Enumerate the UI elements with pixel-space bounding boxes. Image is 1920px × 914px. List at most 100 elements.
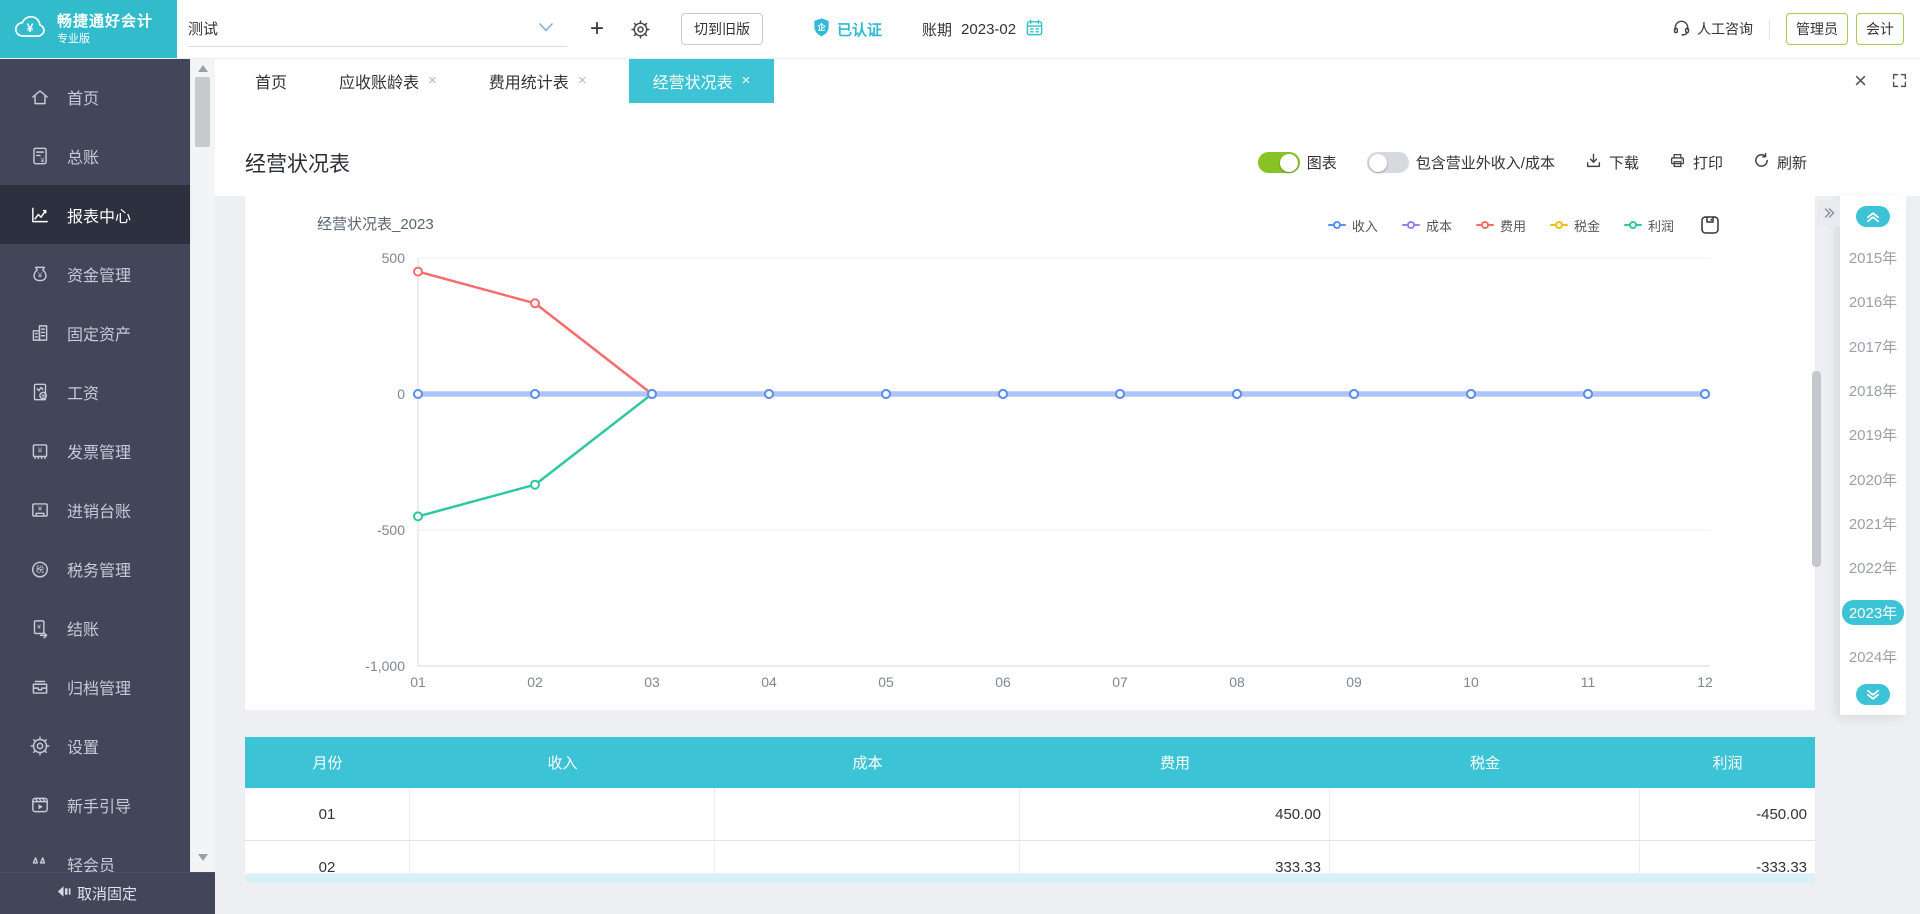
table-cell: 450.00	[1020, 788, 1330, 840]
year-item[interactable]: 2022年	[1848, 560, 1898, 578]
content-scrollbar-thumb[interactable]	[1812, 371, 1821, 567]
sidebar-item-label: 新手引导	[67, 798, 132, 816]
include-toggle-switch[interactable]	[1366, 152, 1409, 173]
year-item[interactable]: 2023年	[1841, 599, 1905, 625]
svg-text:税: 税	[36, 564, 44, 574]
tab[interactable]: 应收账龄表 ×	[329, 58, 447, 103]
sidebar-item[interactable]: 设置	[0, 716, 190, 775]
svg-text:¥: ¥	[41, 156, 45, 164]
refresh-icon	[1753, 152, 1770, 173]
tab[interactable]: 费用统计表 ×	[479, 58, 597, 103]
tab[interactable]: 经营状况表 ×	[628, 58, 775, 103]
legend-item[interactable]: 税金	[1549, 216, 1600, 235]
headset-icon	[1672, 18, 1691, 40]
beginner-guide-icon	[32, 797, 48, 812]
year-item[interactable]: 2015年	[1848, 250, 1898, 267]
scroll-down-arrow-icon[interactable]	[198, 854, 208, 861]
legend-item[interactable]: 利润	[1623, 216, 1674, 235]
table-header-cell[interactable]: 税金	[1469, 755, 1500, 772]
sidebar-item[interactable]: ¥ 工资	[0, 362, 190, 421]
save-chart-image-icon[interactable]	[1700, 215, 1720, 235]
period-value[interactable]: 2023-02	[961, 20, 1017, 38]
svg-text:10: 10	[1463, 674, 1479, 690]
table-header-cell[interactable]: 费用	[1159, 755, 1190, 772]
sidebar-item[interactable]: ¥ 结账	[0, 598, 190, 657]
add-account-icon[interactable]: +	[590, 15, 605, 42]
download-button[interactable]: 下载	[1585, 152, 1639, 173]
year-item[interactable]: 2017年	[1848, 338, 1898, 356]
sidebar-item[interactable]: 首页	[0, 67, 190, 126]
role-button[interactable]: 会计	[1856, 13, 1904, 45]
year-item[interactable]: 2019年	[1848, 427, 1898, 445]
sidebar-item[interactable]: ¥ 发票管理	[0, 421, 190, 480]
sidebar-item-label: 结账	[67, 621, 100, 639]
sidebar-item[interactable]: 轻会员	[0, 834, 190, 872]
download-icon	[1585, 152, 1602, 173]
report-toolbar: 经营状况表 图表 包含营业外收入/成本 下载 打印	[215, 103, 1920, 196]
year-item[interactable]: 2021年	[1848, 515, 1898, 533]
printer-icon	[1669, 152, 1686, 173]
table-header-row: 月份 收入 成本 费用 税金 利润	[245, 737, 1815, 788]
tab-label: 应收账龄表	[339, 74, 420, 92]
account-selector[interactable]: 测试	[188, 10, 567, 47]
horizontal-scrollbar[interactable]	[245, 874, 1815, 883]
year-item[interactable]: 2024年	[1848, 648, 1898, 666]
calendar-icon[interactable]	[1025, 18, 1044, 41]
settings-icon	[30, 735, 50, 756]
sidebar-item[interactable]: 新手引导	[0, 775, 190, 834]
legend-item[interactable]: 费用	[1475, 216, 1526, 235]
year-scroll-down-button[interactable]	[1856, 684, 1890, 705]
table-header-cell[interactable]: 利润	[1712, 755, 1743, 772]
legend-item[interactable]: 成本	[1401, 216, 1452, 235]
sidebar-item[interactable]: 固定资产	[0, 303, 190, 362]
sidebar-item[interactable]: ¥ 进销台账	[0, 480, 190, 539]
print-button[interactable]: 打印	[1669, 152, 1723, 173]
refresh-label: 刷新	[1776, 155, 1807, 172]
sidebar-item[interactable]: 报表中心	[0, 185, 190, 244]
svg-text:¥: ¥	[38, 270, 43, 279]
closing-icon: ¥	[33, 619, 48, 639]
scroll-up-arrow-icon[interactable]	[198, 65, 208, 72]
support-link[interactable]: 人工咨询	[1672, 18, 1753, 40]
tab-close-icon[interactable]: ×	[428, 72, 437, 89]
certified-label: 已认证	[837, 21, 883, 39]
sidebar-scrollbar-thumb[interactable]	[195, 77, 210, 147]
certified-badge[interactable]: 企 已认证	[811, 17, 882, 42]
tab-close-icon[interactable]: ×	[577, 72, 587, 89]
tab[interactable]: 首页	[245, 58, 297, 103]
panel-collapse-icon[interactable]	[1817, 200, 1840, 226]
tab-label: 经营状况表	[652, 74, 733, 92]
table-header-cell[interactable]: 成本	[852, 755, 883, 772]
table-row[interactable]: 02 333.33 -333.33	[245, 841, 1815, 873]
admin-button[interactable]: 管理员	[1786, 13, 1848, 45]
report-center-icon	[32, 207, 48, 222]
gear-icon[interactable]	[630, 19, 651, 40]
sidebar-item-label: 首页	[67, 90, 100, 108]
refresh-button[interactable]: 刷新	[1753, 152, 1807, 173]
header-actions: + 切到旧版 企 已认证 账期 2023-02	[590, 0, 1044, 58]
table-header-cell[interactable]: 收入	[547, 755, 578, 772]
table-header-cell[interactable]: 月份	[312, 755, 343, 772]
table-row[interactable]: 01 450.00 -450.00	[245, 788, 1815, 841]
switch-old-version-button[interactable]: 切到旧版	[681, 13, 764, 45]
year-scroll-up-button[interactable]	[1856, 206, 1890, 227]
unpin-sidebar-button[interactable]: 取消固定	[0, 872, 215, 914]
year-item[interactable]: 2018年	[1848, 382, 1898, 400]
sidebar-scrollbar[interactable]	[190, 58, 215, 872]
sidebar-item-label: 报表中心	[67, 208, 132, 226]
tab-close-icon[interactable]: ×	[741, 72, 751, 89]
legend-item[interactable]: 收入	[1327, 216, 1378, 235]
svg-text:06: 06	[995, 674, 1011, 690]
sidebar-item[interactable]: 归档管理	[0, 657, 190, 716]
close-all-tabs-icon[interactable]: ×	[1854, 67, 1867, 93]
include-toggle-label: 包含营业外收入/成本	[1415, 155, 1555, 172]
sidebar-item[interactable]: ¥ 总账	[0, 126, 190, 185]
svg-text:08: 08	[1229, 674, 1245, 690]
svg-text:11: 11	[1581, 674, 1596, 690]
sidebar-item[interactable]: ¥ 资金管理	[0, 244, 190, 303]
sidebar-item[interactable]: 税 税务管理	[0, 539, 190, 598]
year-item[interactable]: 2020年	[1848, 471, 1898, 489]
year-item[interactable]: 2016年	[1848, 294, 1898, 312]
fullscreen-icon[interactable]	[1891, 72, 1908, 89]
chart-toggle-switch[interactable]	[1257, 152, 1300, 173]
